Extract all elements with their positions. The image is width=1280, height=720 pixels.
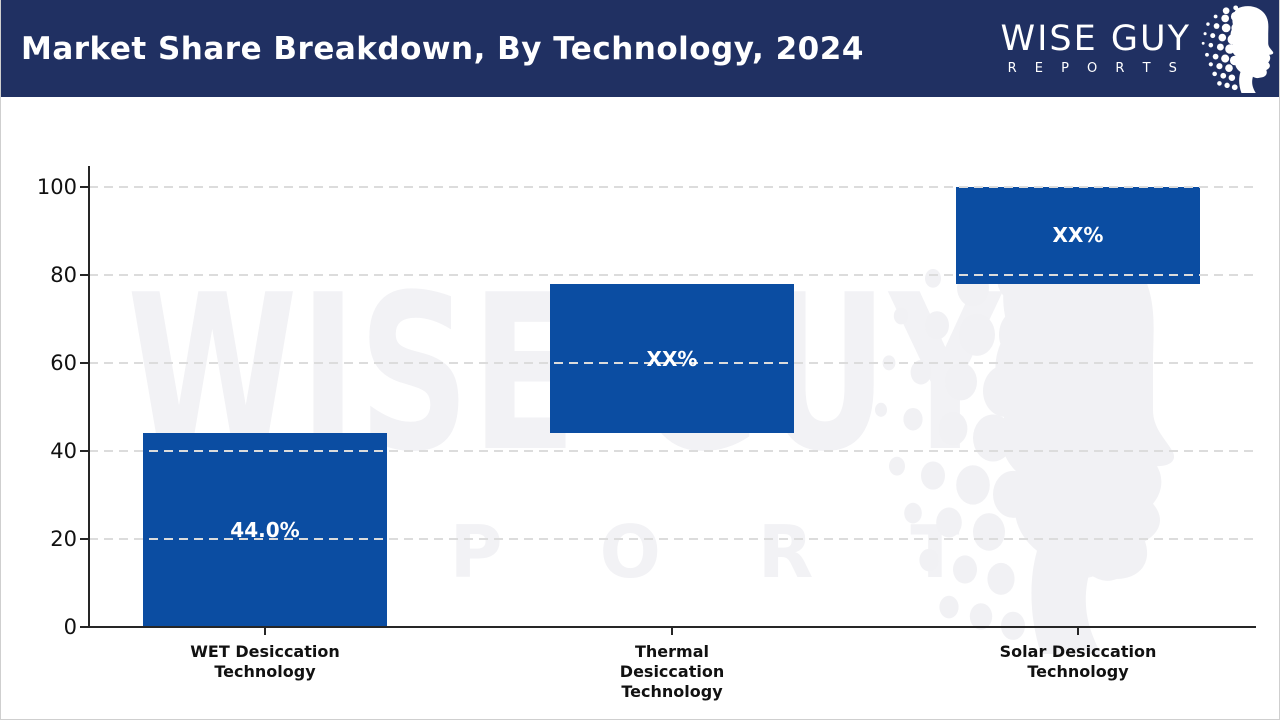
y-tick-label: 0 bbox=[63, 615, 77, 639]
y-tick-mark bbox=[80, 538, 89, 540]
y-tick-label: 80 bbox=[50, 263, 77, 287]
bar-value-label: XX% bbox=[646, 346, 698, 371]
logo-wordmark-line1: WISE GUY bbox=[1000, 18, 1191, 59]
bar-segment bbox=[143, 433, 387, 627]
y-tick-mark bbox=[80, 450, 89, 452]
wiseguy-logo: WISE GUY R E P O R T S bbox=[1000, 4, 1279, 93]
bar-value-label: XX% bbox=[1052, 223, 1104, 248]
header: Market Share Breakdown, By Technology, 2… bbox=[1, 0, 1279, 97]
logo-wordmark: WISE GUY R E P O R T S bbox=[1000, 18, 1191, 76]
x-tick-mark bbox=[264, 628, 266, 635]
x-category-label: Thermal Desiccation Technology bbox=[619, 642, 725, 701]
y-tick-label: 100 bbox=[36, 175, 77, 199]
logo-wordmark-line2: R E P O R T S bbox=[1007, 60, 1184, 76]
bar-segment bbox=[550, 283, 794, 434]
y-tick-mark bbox=[80, 186, 89, 188]
chart-area: 44.0% XX% XX% 0 20 40 60 80 100 WET Desiccation T… bbox=[1, 97, 1279, 719]
gridline bbox=[89, 274, 1256, 276]
x-axis bbox=[88, 626, 1256, 628]
gridline bbox=[89, 538, 1256, 540]
y-tick-label: 20 bbox=[50, 527, 77, 551]
x-tick-mark bbox=[671, 628, 673, 635]
x-category-label: Solar Desiccation Technology bbox=[999, 642, 1157, 681]
y-tick-mark bbox=[80, 274, 89, 276]
y-axis bbox=[88, 166, 90, 628]
bar-value-label: 44.0% bbox=[230, 518, 300, 543]
wiseguy-face-icon bbox=[1201, 4, 1274, 93]
y-tick-mark bbox=[80, 362, 89, 364]
gridline bbox=[89, 186, 1256, 188]
gridline bbox=[89, 450, 1256, 452]
y-tick-mark bbox=[80, 626, 89, 628]
bar-segment bbox=[956, 187, 1200, 284]
x-category-label: WET Desiccation Technology bbox=[190, 642, 340, 681]
page-title: Market Share Breakdown, By Technology, 2… bbox=[21, 30, 864, 67]
y-tick-label: 40 bbox=[50, 439, 77, 463]
y-tick-label: 60 bbox=[50, 351, 77, 375]
x-tick-mark bbox=[1077, 628, 1079, 635]
gridline bbox=[89, 362, 1256, 364]
